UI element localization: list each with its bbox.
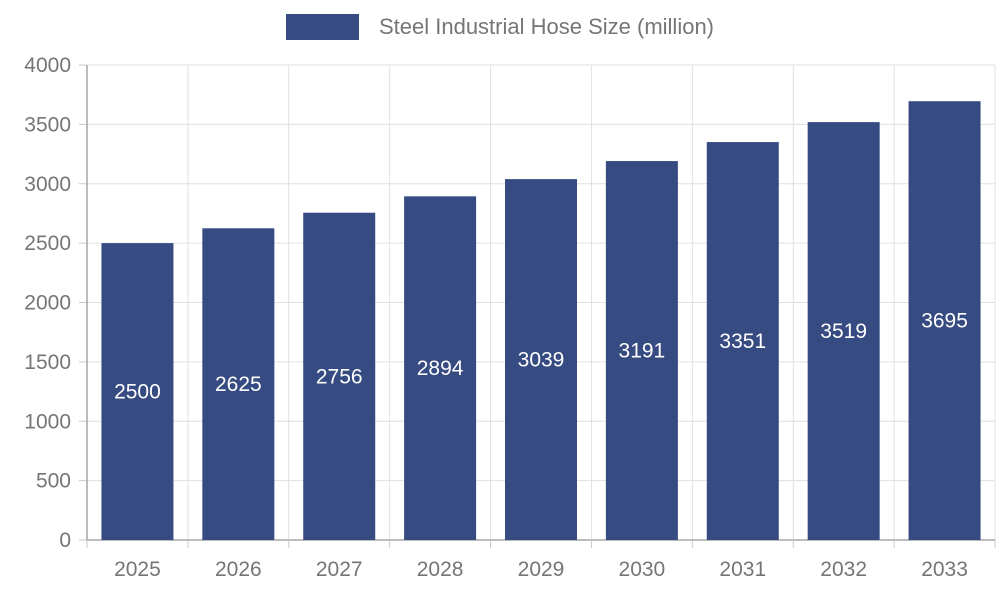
legend[interactable]: Steel Industrial Hose Size (million) xyxy=(0,14,1000,40)
x-tick-label: 2029 xyxy=(518,558,565,581)
bar-value-label: 3191 xyxy=(619,340,666,363)
bar[interactable] xyxy=(605,161,678,540)
y-tick-label: 500 xyxy=(36,470,71,493)
y-tick-label: 2500 xyxy=(24,232,71,255)
x-tick-label: 2030 xyxy=(619,558,666,581)
bar-value-label: 3519 xyxy=(820,320,867,343)
bar-value-label: 3351 xyxy=(719,330,766,353)
bar[interactable] xyxy=(706,142,779,540)
x-tick-label: 2025 xyxy=(114,558,161,581)
bar-value-label: 2500 xyxy=(114,381,161,404)
bar[interactable] xyxy=(908,101,981,540)
bar-value-label: 2756 xyxy=(316,365,363,388)
y-tick-label: 3000 xyxy=(24,173,71,196)
legend-label: Steel Industrial Hose Size (million) xyxy=(378,14,715,39)
bar[interactable] xyxy=(303,212,376,540)
bar[interactable] xyxy=(101,243,174,540)
bar[interactable] xyxy=(202,228,275,540)
x-tick-label: 2031 xyxy=(719,558,766,581)
bar-value-label: 3039 xyxy=(518,349,565,372)
y-tick-label: 1500 xyxy=(24,351,71,374)
y-tick-label: 4000 xyxy=(24,54,71,77)
legend-swatch xyxy=(285,14,359,40)
bar-value-label: 2894 xyxy=(417,357,464,380)
bar-value-label: 2625 xyxy=(215,373,262,396)
x-tick-label: 2027 xyxy=(316,558,363,581)
y-tick-label: 1000 xyxy=(24,410,71,433)
bar[interactable] xyxy=(404,196,477,540)
x-tick-label: 2028 xyxy=(417,558,464,581)
y-tick-label: 3500 xyxy=(24,113,71,136)
x-tick-label: 2026 xyxy=(215,558,262,581)
x-tick-label: 2032 xyxy=(820,558,867,581)
y-tick-label: 2000 xyxy=(24,292,71,315)
bar[interactable] xyxy=(807,122,880,541)
bar-value-label: 3695 xyxy=(921,310,968,333)
x-tick-label: 2033 xyxy=(921,558,968,581)
y-tick-label: 0 xyxy=(59,529,71,552)
bar[interactable] xyxy=(505,179,577,540)
